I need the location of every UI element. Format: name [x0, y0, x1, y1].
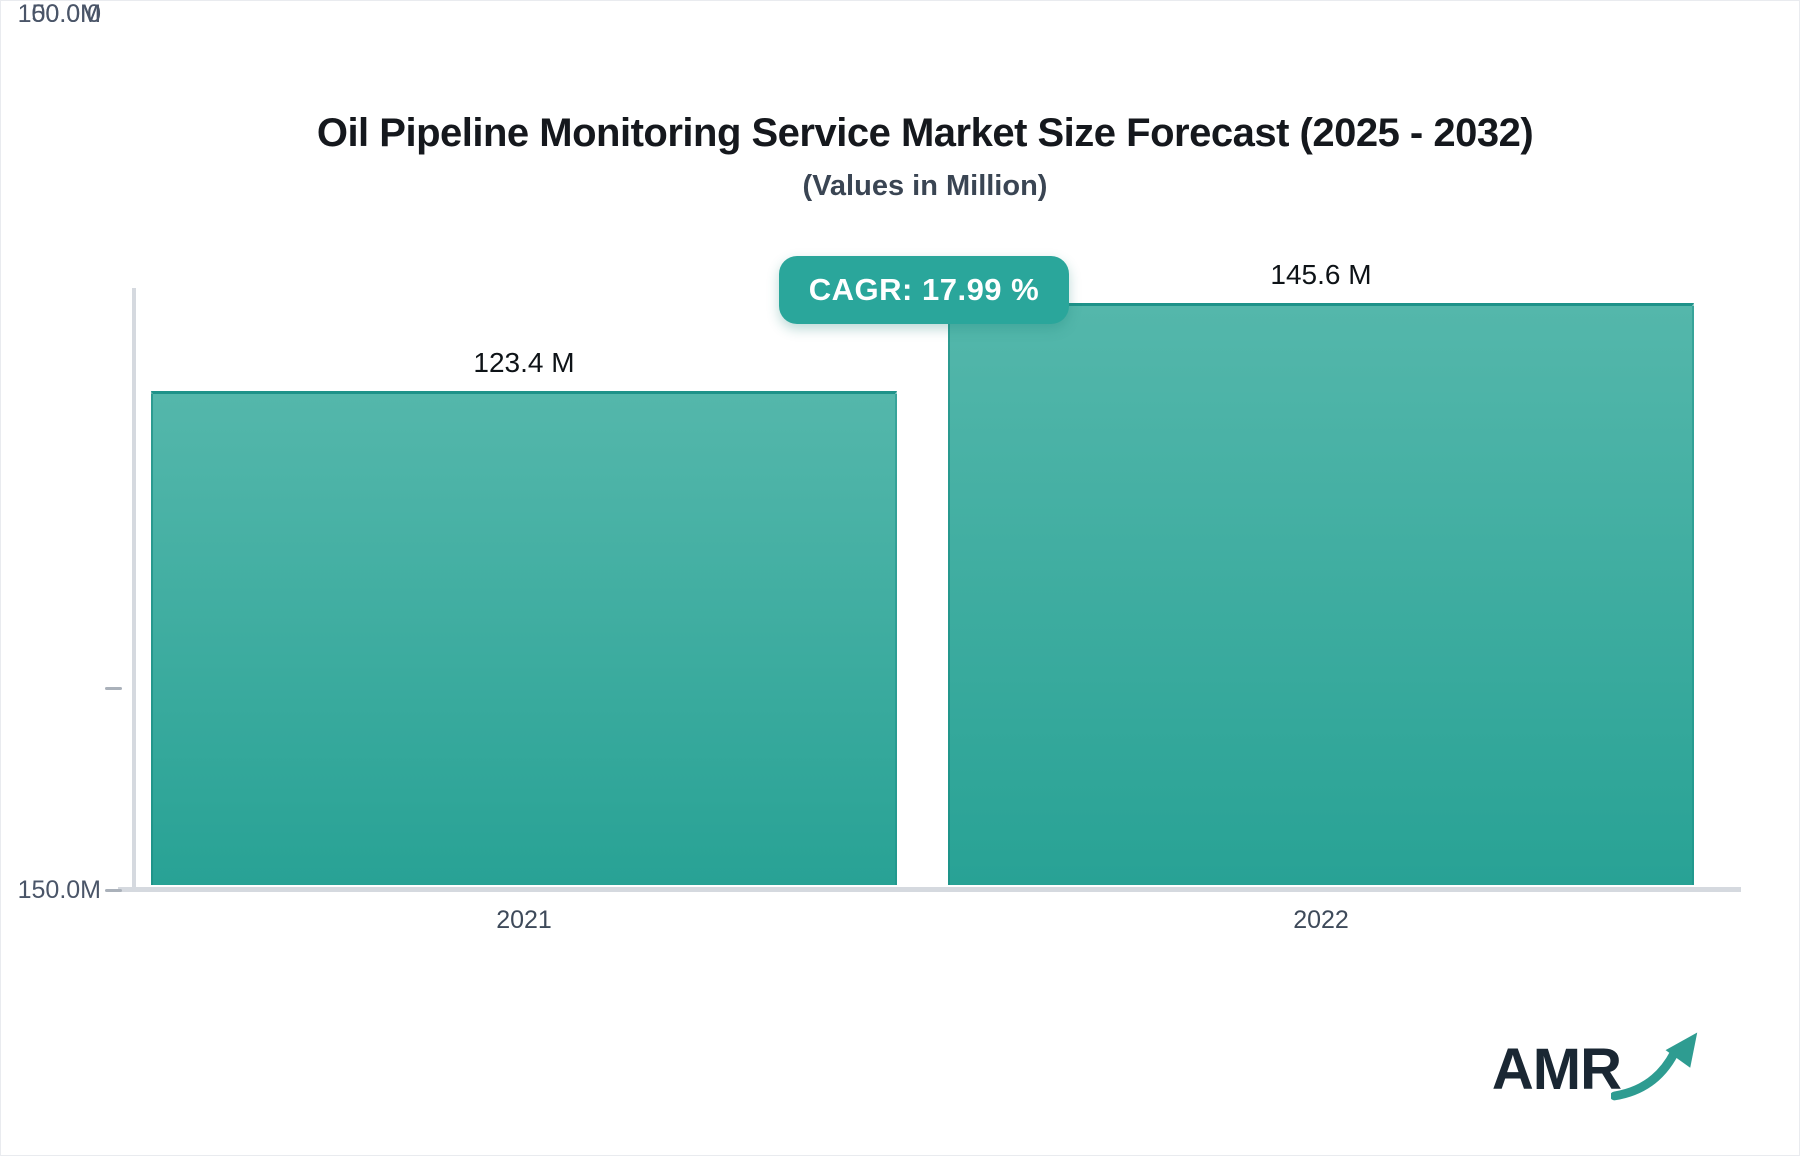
y-tick-label-100m: 100.0M [17, 0, 101, 28]
x-axis-label-2022: 2022 [1293, 906, 1349, 934]
trend-up-arrow-icon [1611, 1032, 1698, 1101]
bar-2022[interactable] [948, 302, 1694, 885]
bar-value-label-2022: 145.6 M [1270, 258, 1372, 290]
bar-value-label-2021: 123.4 M [473, 347, 575, 379]
bar-2021[interactable] [151, 391, 897, 885]
amr-logo: AMR [1491, 1032, 1699, 1103]
y-axis-line [132, 288, 136, 892]
amr-logo-text: AMR [1491, 1036, 1622, 1102]
chart-title: Oil Pipeline Monitoring Service Market S… [316, 111, 1534, 155]
x-axis-line [118, 887, 1741, 892]
chart-subtitle: (Values in Million) [802, 170, 1048, 202]
x-axis-label-2021: 2021 [496, 906, 552, 934]
y-tick-label-50m: 50.0M [31, 0, 101, 28]
y-tick-mark-50m [105, 687, 122, 690]
y-tick-label-150m: 150.0M [17, 876, 101, 904]
y-tick-mark-0 [105, 889, 122, 892]
chart-header: Oil Pipeline Monitoring Service Market S… [1, 1, 1799, 203]
cagr-badge: CAGR: 17.99 % [779, 256, 1069, 324]
y-tick-label-0: 0 [87, 0, 101, 28]
